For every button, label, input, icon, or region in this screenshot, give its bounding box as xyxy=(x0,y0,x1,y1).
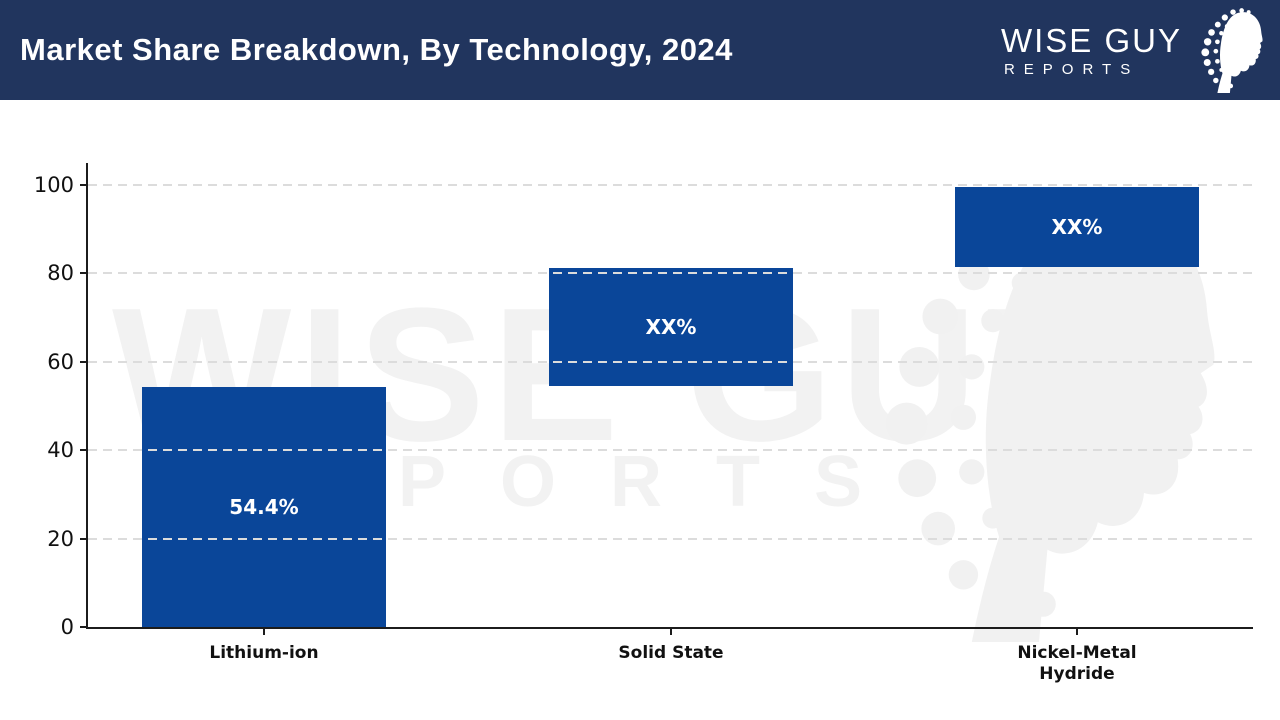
bar-value-label: XX% xyxy=(1051,215,1103,240)
y-axis-line xyxy=(86,163,88,629)
brand-subtext: REPORTS xyxy=(1003,60,1140,78)
x-axis-line xyxy=(86,627,1253,629)
bar-value-label: XX% xyxy=(645,314,697,339)
x-axis-tick xyxy=(263,627,265,635)
bar-value-label: 54.4% xyxy=(229,494,299,519)
y-axis-tick xyxy=(80,272,88,275)
y-axis-tick xyxy=(80,537,88,540)
x-axis-tick xyxy=(1076,627,1078,635)
y-axis-tick xyxy=(80,449,88,452)
brand-logo: WISE GUY REPORTS xyxy=(1001,7,1266,93)
gridline-80 xyxy=(88,272,1253,275)
y-axis-tick-label: 60 xyxy=(47,349,74,374)
y-axis-tick xyxy=(80,626,88,628)
x-axis-tick xyxy=(670,627,672,635)
brand-face-icon xyxy=(1201,8,1263,93)
x-axis-category-label: Nickel-Metal Hydride xyxy=(1017,643,1137,684)
y-axis-tick-label: 40 xyxy=(47,438,74,463)
bar-lithium-ion: 54.4% xyxy=(142,386,386,627)
gridline-20 xyxy=(88,537,1253,540)
y-axis-tick-label: 0 xyxy=(60,615,74,639)
y-axis-tick xyxy=(80,184,88,186)
y-axis-tick-label: 20 xyxy=(47,526,74,551)
bar-nickel-metal-hydride: XX% xyxy=(955,187,1199,268)
gridline-60 xyxy=(88,360,1253,363)
gridline-40 xyxy=(88,449,1253,452)
brand-wordmark: WISE GUY xyxy=(1000,21,1182,59)
brand-logo-text: WISE GUY REPORTS xyxy=(1001,24,1182,77)
gridline-100 xyxy=(88,184,1253,186)
chart-title: Market Share Breakdown, By Technology, 2… xyxy=(20,32,733,67)
chart-area: WISE GUY REPORTS 02040608010054.4%Lithiu… xyxy=(0,100,1280,720)
x-axis-category-label: Lithium-ion xyxy=(209,643,319,663)
y-axis-tick xyxy=(80,360,88,363)
header: Market Share Breakdown, By Technology, 2… xyxy=(0,0,1280,100)
plot: 0 20 40 60 80 100 54.4% Lithium-ion XX% Solid Sta… xyxy=(0,100,1280,720)
x-axis-category-label: Solid State xyxy=(618,643,724,663)
bar-solid-state: XX% xyxy=(549,267,793,387)
y-axis-tick-label: 80 xyxy=(47,261,74,286)
y-axis-tick-label: 100 xyxy=(33,173,74,197)
